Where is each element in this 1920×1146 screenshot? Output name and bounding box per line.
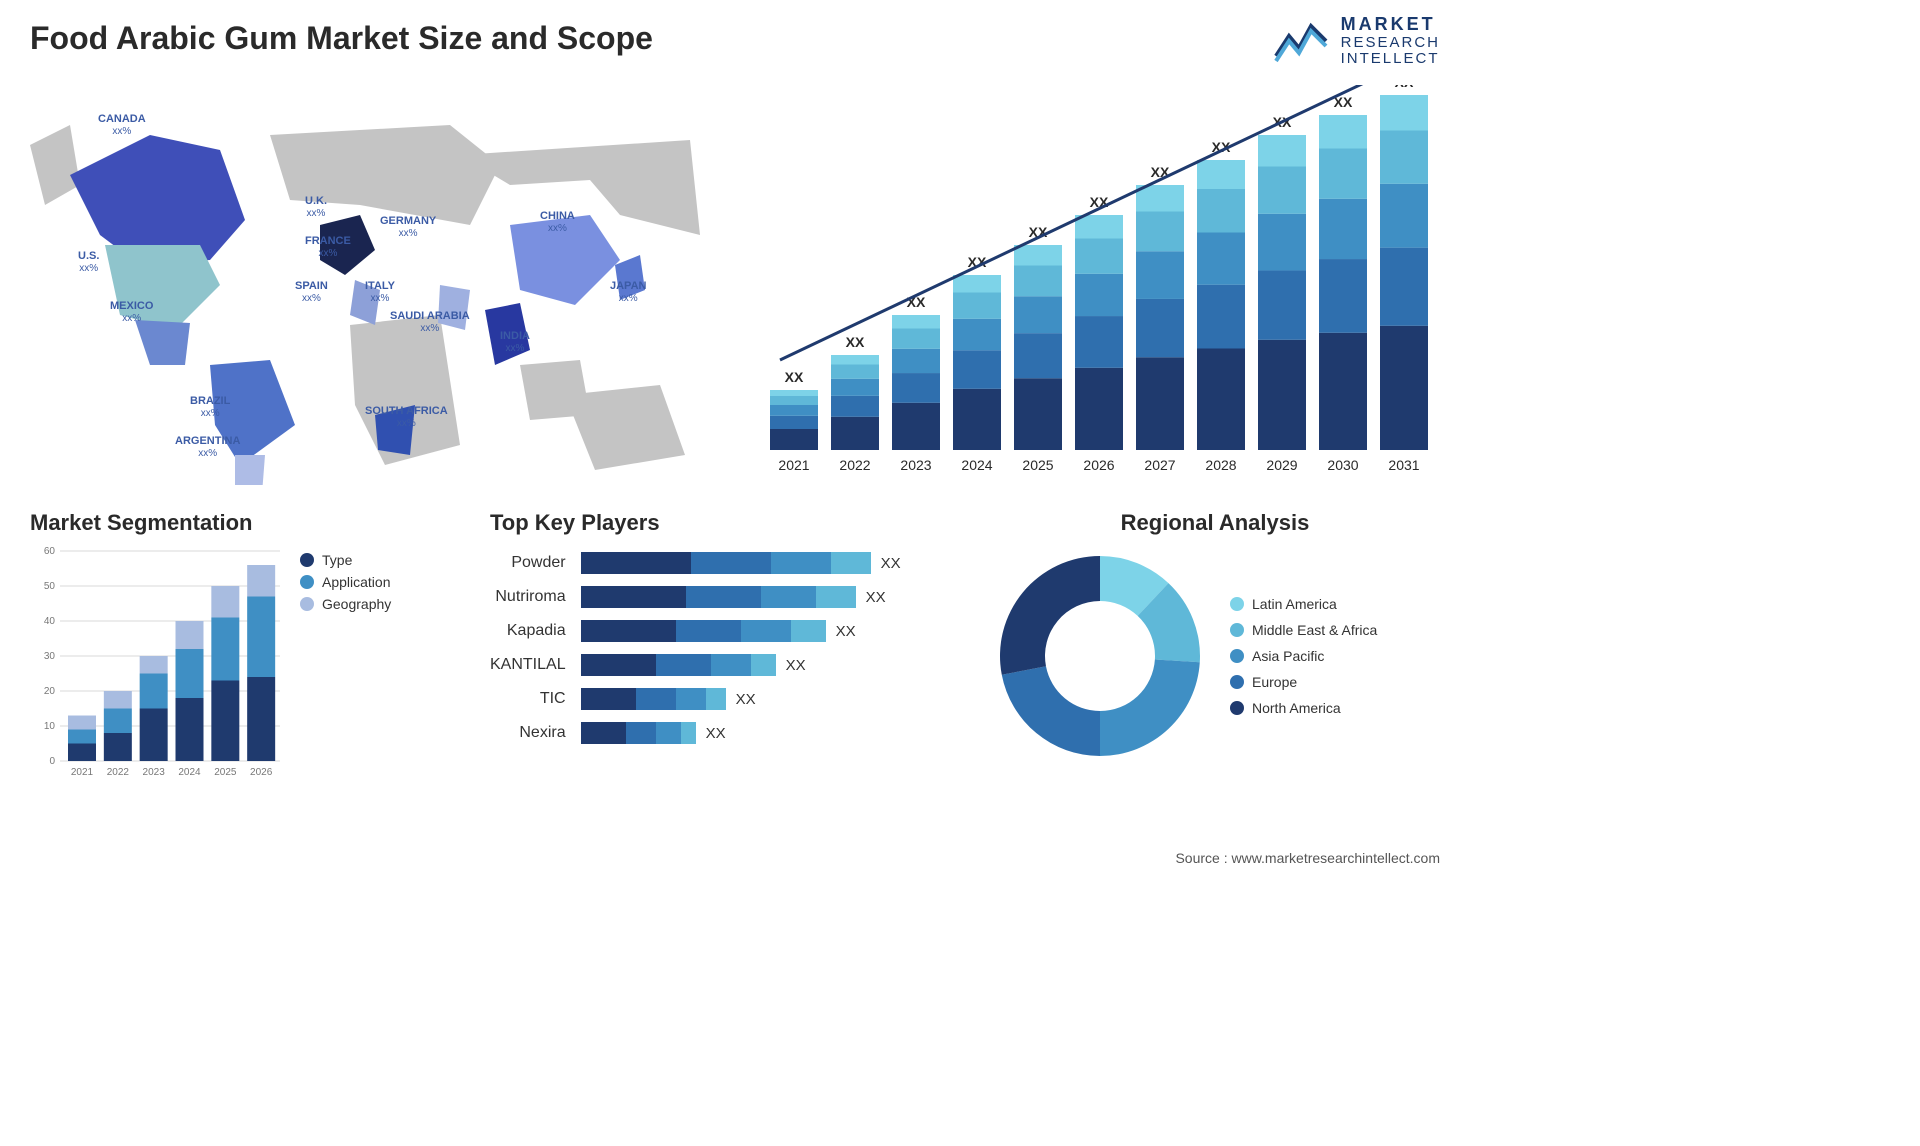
player-value: XX <box>836 623 856 640</box>
logo-line1: MARKET <box>1341 15 1440 35</box>
map-label: MEXICOxx% <box>110 300 153 325</box>
player-label: Kapadia <box>490 614 566 648</box>
svg-text:60: 60 <box>44 546 56 557</box>
regional-section: Regional Analysis Latin America Middle Ea… <box>990 510 1440 766</box>
logo-line3: INTELLECT <box>1341 51 1440 68</box>
svg-text:2022: 2022 <box>839 457 870 473</box>
legend-item: Geography <box>300 596 391 612</box>
svg-text:2024: 2024 <box>961 457 992 473</box>
svg-text:2026: 2026 <box>250 767 273 778</box>
logo-icon <box>1271 16 1331 66</box>
region-legend-item: Latin America <box>1230 596 1377 612</box>
svg-text:2022: 2022 <box>107 767 130 778</box>
player-value: XX <box>881 555 901 572</box>
regional-legend: Latin America Middle East & Africa Asia Pa… <box>1230 586 1377 726</box>
player-value: XX <box>736 691 756 708</box>
player-bar-row: XX <box>581 546 970 580</box>
svg-text:30: 30 <box>44 651 56 662</box>
svg-text:2025: 2025 <box>214 767 237 778</box>
svg-text:2023: 2023 <box>900 457 931 473</box>
segmentation-chart: 0 10 20 30 40 50 60 2021 2022 2023 2024 2025 2026 <box>30 546 280 786</box>
map-label: INDIAxx% <box>500 330 530 355</box>
players-section: Top Key Players PowderNutriromaKapadiaKA… <box>490 510 970 750</box>
svg-text:20: 20 <box>44 686 56 697</box>
svg-text:2021: 2021 <box>778 457 809 473</box>
players-title: Top Key Players <box>490 510 970 536</box>
growth-chart-svg: XX2021XX2022XX2023XX2024XX2025XX2026XX20… <box>760 85 1440 485</box>
region-legend-item: Europe <box>1230 674 1377 690</box>
logo: MARKET RESEARCH INTELLECT <box>1271 15 1440 68</box>
player-value: XX <box>866 589 886 606</box>
svg-text:40: 40 <box>44 616 56 627</box>
player-bar-row: XX <box>581 648 970 682</box>
map-label: BRAZILxx% <box>190 395 230 420</box>
svg-text:50: 50 <box>44 581 56 592</box>
player-bar-row: XX <box>581 614 970 648</box>
map-label: CHINAxx% <box>540 210 575 235</box>
player-value: XX <box>786 657 806 674</box>
region-legend-item: Middle East & Africa <box>1230 622 1377 638</box>
growth-chart: XX2021XX2022XX2023XX2024XX2025XX2026XX20… <box>760 85 1440 485</box>
svg-text:2027: 2027 <box>1144 457 1175 473</box>
legend-item: Application <box>300 574 391 590</box>
player-label: TIC <box>490 682 566 716</box>
page-title: Food Arabic Gum Market Size and Scope <box>30 20 653 57</box>
regional-donut <box>990 546 1210 766</box>
logo-line2: RESEARCH <box>1341 35 1440 52</box>
region-legend-item: Asia Pacific <box>1230 648 1377 664</box>
map-label: U.S.xx% <box>78 250 99 275</box>
region-legend-item: North America <box>1230 700 1377 716</box>
source-text: Source : www.marketresearchintellect.com <box>1175 850 1440 866</box>
segmentation-title: Market Segmentation <box>30 510 470 536</box>
svg-text:2029: 2029 <box>1266 457 1297 473</box>
player-bar-row: XX <box>581 580 970 614</box>
map-label: FRANCExx% <box>305 235 351 260</box>
map-label: ARGENTINAxx% <box>175 435 240 460</box>
map-label: JAPANxx% <box>610 280 646 305</box>
player-value: XX <box>706 725 726 742</box>
svg-text:2025: 2025 <box>1022 457 1053 473</box>
svg-text:2028: 2028 <box>1205 457 1236 473</box>
map-label: U.K.xx% <box>305 195 327 220</box>
regional-title: Regional Analysis <box>990 510 1440 536</box>
svg-text:2021: 2021 <box>71 767 94 778</box>
svg-text:0: 0 <box>49 756 55 767</box>
svg-text:XX: XX <box>785 369 804 385</box>
legend-item: Type <box>300 552 391 568</box>
svg-text:2030: 2030 <box>1327 457 1358 473</box>
svg-text:2024: 2024 <box>178 767 201 778</box>
svg-text:XX: XX <box>1395 85 1414 90</box>
map-label: SPAINxx% <box>295 280 328 305</box>
segmentation-section: Market Segmentation 0 10 20 30 40 50 60 2021 202… <box>30 510 470 786</box>
map-label: CANADAxx% <box>98 113 146 138</box>
player-bar-row: XX <box>581 682 970 716</box>
map-label: SOUTH AFRICAxx% <box>365 405 448 430</box>
player-label: KANTILAL <box>490 648 566 682</box>
map-label: ITALYxx% <box>365 280 395 305</box>
svg-text:XX: XX <box>846 334 865 350</box>
player-label: Nutriroma <box>490 580 566 614</box>
players-bars: XX XX XX XX XX XX <box>581 546 970 750</box>
world-map: CANADAxx% U.S.xx% MEXICOxx% BRAZILxx% ARGENT… <box>20 85 720 485</box>
player-label: Nexira <box>490 716 566 750</box>
player-label: Powder <box>490 546 566 580</box>
map-label: SAUDI ARABIAxx% <box>390 310 470 335</box>
svg-text:10: 10 <box>44 721 56 732</box>
svg-text:2026: 2026 <box>1083 457 1114 473</box>
svg-text:2031: 2031 <box>1388 457 1419 473</box>
players-labels: PowderNutriromaKapadiaKANTILALTICNexira <box>490 546 566 750</box>
player-bar-row: XX <box>581 716 970 750</box>
svg-text:2023: 2023 <box>143 767 166 778</box>
map-label: GERMANYxx% <box>380 215 436 240</box>
segmentation-legend: Type Application Geography <box>300 546 391 786</box>
